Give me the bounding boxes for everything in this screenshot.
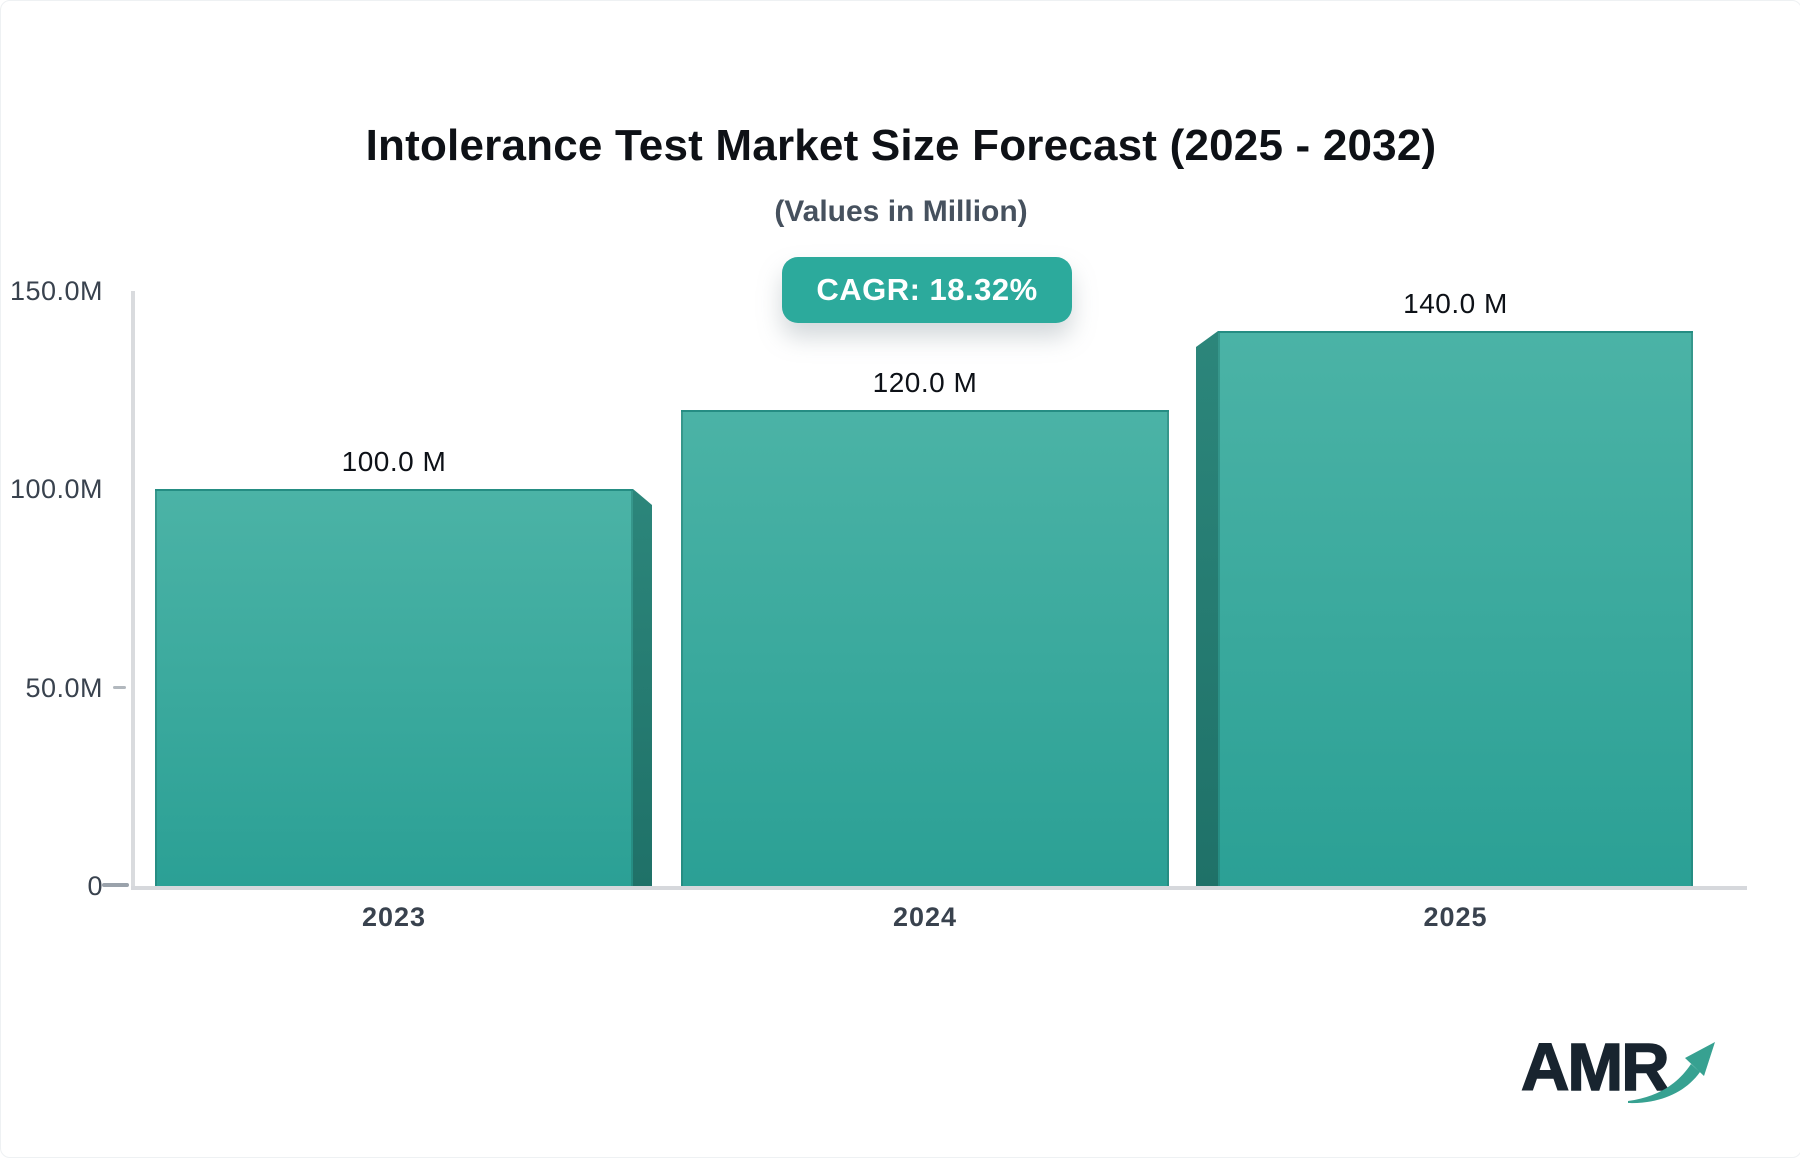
x-axis-label: 2024	[892, 902, 958, 932]
bar-value-label: 140.0 M	[1403, 288, 1508, 319]
bar-3d-side	[1196, 331, 1218, 886]
y-axis-tick-label: 150.0M	[9, 276, 103, 306]
bar-3d-side	[633, 489, 652, 886]
bar-value-label: 100.0 M	[341, 446, 447, 477]
y-axis-tick-label: 100.0M	[9, 474, 103, 504]
y-axis-line	[131, 291, 135, 890]
bar-2024: 120.0 M 2024	[681, 291, 1169, 932]
amr-logo: AMR	[1520, 1029, 1751, 1119]
chart-subtitle: (Values in Million)	[774, 195, 1028, 228]
cagr-badge: CAGR: 18.32%	[782, 257, 1072, 323]
bar-2023: 100.0 M 2023	[155, 291, 652, 932]
bar-value-label: 120.0 M	[872, 367, 978, 398]
y-axis-tick-mark	[102, 883, 129, 887]
y-axis-tick-label: 0	[87, 871, 103, 901]
bar-2025: 140.0 M 2025	[1196, 288, 1693, 932]
bar-face	[155, 489, 633, 886]
x-axis-label: 2025	[1423, 902, 1488, 932]
bar-face	[681, 410, 1169, 886]
x-axis-line	[131, 886, 1747, 890]
amr-logo-text: AMR	[1520, 1029, 1670, 1106]
y-axis-tick-label: 50.0M	[25, 673, 103, 703]
x-axis-label: 2023	[361, 902, 427, 932]
growth-arrow-icon	[1628, 1042, 1715, 1104]
bar-face	[1218, 331, 1693, 886]
y-axis-tick-mark	[113, 686, 126, 689]
chart-title: Intolerance Test Market Size Forecast (2…	[365, 121, 1437, 170]
plot-area: 100.0 M 2023 120.0 M 2024 140.0 M 2025	[131, 288, 1747, 932]
